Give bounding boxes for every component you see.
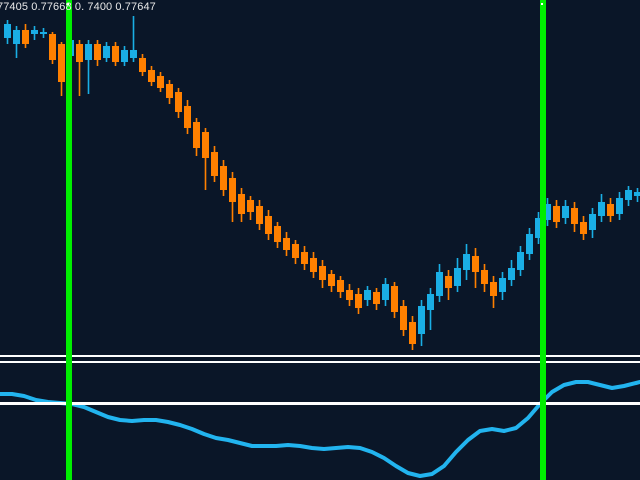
candle-body — [4, 24, 11, 38]
candle-body — [202, 132, 209, 158]
candle-body — [175, 92, 182, 112]
candle-wick — [78, 40, 81, 96]
candle-body — [490, 282, 497, 296]
panel-separator-top — [0, 355, 640, 357]
candle-body — [481, 270, 488, 284]
candle-body — [76, 44, 83, 62]
candle-body — [121, 50, 128, 62]
candle-body — [94, 44, 101, 60]
candle-body — [625, 190, 632, 200]
quote-bar-text: 77405 0.77668 0. 7400 0.77647 — [0, 1, 156, 13]
candle-body — [634, 192, 640, 196]
candle-wick — [132, 16, 135, 62]
candle-body — [166, 84, 173, 98]
candle-body — [526, 234, 533, 254]
candle-body — [580, 222, 587, 234]
candle-body — [607, 204, 614, 216]
entry-marker-line[interactable] — [66, 0, 72, 480]
candle-body — [616, 198, 623, 214]
candle-body — [148, 70, 155, 82]
candle-body — [391, 286, 398, 312]
candle-body — [319, 266, 326, 280]
entry-marker-anchor[interactable] — [67, 3, 69, 5]
candle-body — [58, 44, 65, 82]
candle-body — [40, 32, 47, 34]
candle-body — [472, 256, 479, 272]
candle-body — [409, 322, 416, 344]
candle-body — [346, 290, 353, 300]
candle-body — [553, 206, 560, 222]
candle-body — [517, 252, 524, 270]
candle-body — [85, 44, 92, 60]
candle-body — [211, 152, 218, 176]
panel-separator-bottom — [0, 361, 640, 363]
candle-body — [112, 46, 119, 62]
candle-body — [247, 200, 254, 212]
candle-body — [22, 30, 29, 44]
candle-body — [454, 268, 461, 286]
candle-body — [418, 306, 425, 334]
candle-body — [463, 254, 470, 270]
candle-body — [139, 58, 146, 72]
candle-body — [157, 76, 164, 88]
candle-body — [130, 50, 137, 58]
candle-body — [292, 244, 299, 258]
candle-body — [13, 30, 20, 44]
candle-body — [544, 204, 551, 220]
candle-body — [535, 218, 542, 238]
candle-body — [49, 34, 56, 60]
candle-body — [337, 280, 344, 292]
candle-body — [598, 202, 605, 216]
candle-body — [238, 194, 245, 214]
candle-body — [328, 274, 335, 286]
candle-body — [310, 258, 317, 272]
indicator-level-line — [0, 402, 640, 405]
candle-body — [382, 284, 389, 300]
candle-body — [283, 238, 290, 250]
candle-body — [229, 178, 236, 202]
candle-body — [400, 306, 407, 330]
candle-body — [220, 166, 227, 190]
candle-body — [508, 268, 515, 280]
candle-body — [184, 106, 191, 128]
candle-body — [499, 278, 506, 292]
candle-body — [355, 294, 362, 308]
candle-body — [301, 252, 308, 264]
candle-body — [364, 290, 371, 300]
candle-body — [589, 214, 596, 230]
candle-body — [427, 294, 434, 310]
candle-body — [436, 272, 443, 296]
candle-wick — [204, 128, 207, 190]
candle-body — [571, 208, 578, 224]
exit-marker-anchor[interactable] — [541, 3, 543, 5]
candle-body — [445, 276, 452, 288]
candle-body — [274, 226, 281, 242]
candle-body — [265, 216, 272, 234]
candle-body — [103, 46, 110, 58]
candle-body — [31, 30, 38, 34]
candle-body — [373, 292, 380, 304]
candle-body — [256, 206, 263, 224]
exit-marker-line[interactable] — [540, 0, 546, 480]
candle-body — [193, 122, 200, 148]
candle-body — [562, 206, 569, 218]
candle-wick — [87, 40, 90, 94]
